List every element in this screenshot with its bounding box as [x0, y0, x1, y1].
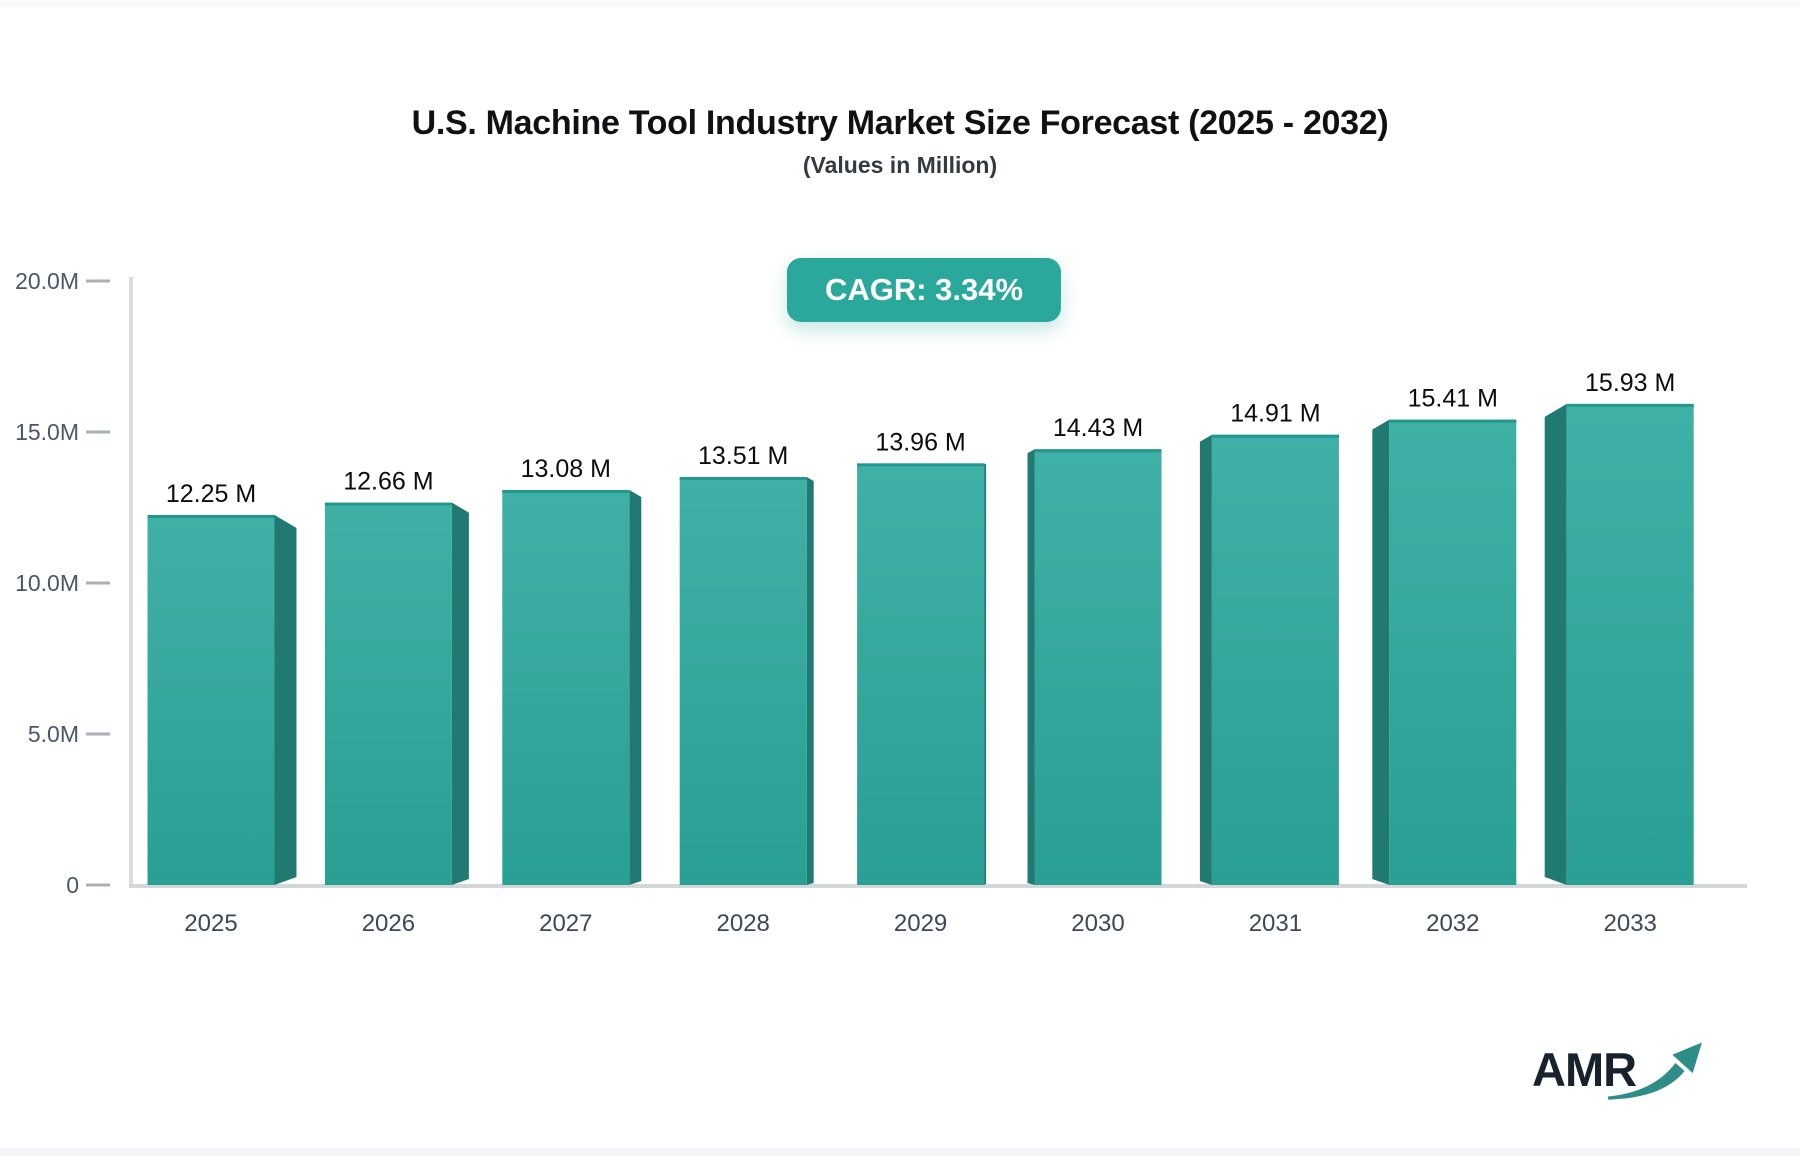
bar-2026 — [324, 502, 452, 885]
bar-side-2029 — [984, 463, 987, 885]
y-tick-20.0M — [86, 279, 110, 283]
value-label-2027: 13.08 M — [521, 455, 611, 483]
bar-2032 — [1389, 419, 1517, 885]
bar-2027 — [502, 489, 630, 885]
bar-side-2032 — [1372, 419, 1390, 885]
card-bottom-edge — [0, 1148, 1800, 1156]
x-tick-label-2031: 2031 — [1249, 910, 1302, 937]
value-label-2028: 13.51 M — [698, 442, 788, 470]
bar-2028 — [679, 476, 807, 885]
y-tick-label-0: 0 — [66, 872, 79, 898]
bar-side-2027 — [629, 489, 642, 885]
cagr-badge: CAGR: 3.34% — [786, 258, 1062, 322]
bar-side-2031 — [1199, 434, 1212, 885]
value-label-2032: 15.41 M — [1408, 385, 1498, 413]
bar-side-2033 — [1544, 403, 1567, 885]
x-tick-label-2029: 2029 — [894, 910, 947, 937]
x-tick-label-2032: 2032 — [1426, 910, 1479, 937]
bar-2025 — [147, 515, 275, 885]
x-tick-label-2025: 2025 — [184, 910, 237, 937]
bar-side-2028 — [806, 476, 814, 885]
bar-side-2026 — [451, 502, 469, 885]
amr-logo: AMR — [1532, 1042, 1742, 1116]
value-label-2029: 13.96 M — [875, 428, 965, 456]
bar-2033 — [1566, 403, 1694, 885]
chart-subtitle: (Values in Million) — [802, 152, 998, 178]
x-tick-label-2027: 2027 — [539, 910, 592, 937]
y-axis-line — [129, 277, 133, 887]
card-top-edge — [0, 0, 1800, 7]
y-tick-label-10.0M: 10.0M — [15, 570, 79, 596]
value-label-2025: 12.25 M — [166, 480, 256, 508]
y-tick-label-20.0M: 20.0M — [15, 268, 79, 294]
y-tick-10.0M — [86, 581, 110, 585]
bar-side-2030 — [1027, 449, 1035, 885]
amr-logo-text: AMR — [1532, 1043, 1637, 1096]
x-tick-label-2028: 2028 — [717, 910, 770, 937]
y-tick-0 — [86, 883, 110, 887]
x-axis-line — [129, 884, 1747, 888]
value-label-2033: 15.93 M — [1585, 369, 1675, 397]
value-label-2030: 14.43 M — [1053, 414, 1143, 442]
value-label-2026: 12.66 M — [343, 468, 433, 496]
x-tick-label-2026: 2026 — [362, 910, 415, 937]
x-tick-label-2030: 2030 — [1071, 910, 1124, 937]
y-tick-5.0M — [86, 732, 110, 736]
x-tick-label-2033: 2033 — [1604, 910, 1657, 937]
y-tick-label-5.0M: 5.0M — [28, 721, 79, 747]
bar-side-2025 — [274, 515, 297, 885]
bar-2031 — [1211, 434, 1339, 885]
bar-2030 — [1034, 449, 1162, 885]
growth-arrow-icon — [1608, 1042, 1702, 1100]
value-label-2031: 14.91 M — [1230, 400, 1320, 428]
y-tick-15.0M — [86, 430, 110, 434]
bar-2029 — [857, 463, 985, 885]
chart-title: U.S. Machine Tool Industry Market Size F… — [411, 104, 1389, 142]
y-tick-label-15.0M: 15.0M — [15, 419, 79, 445]
